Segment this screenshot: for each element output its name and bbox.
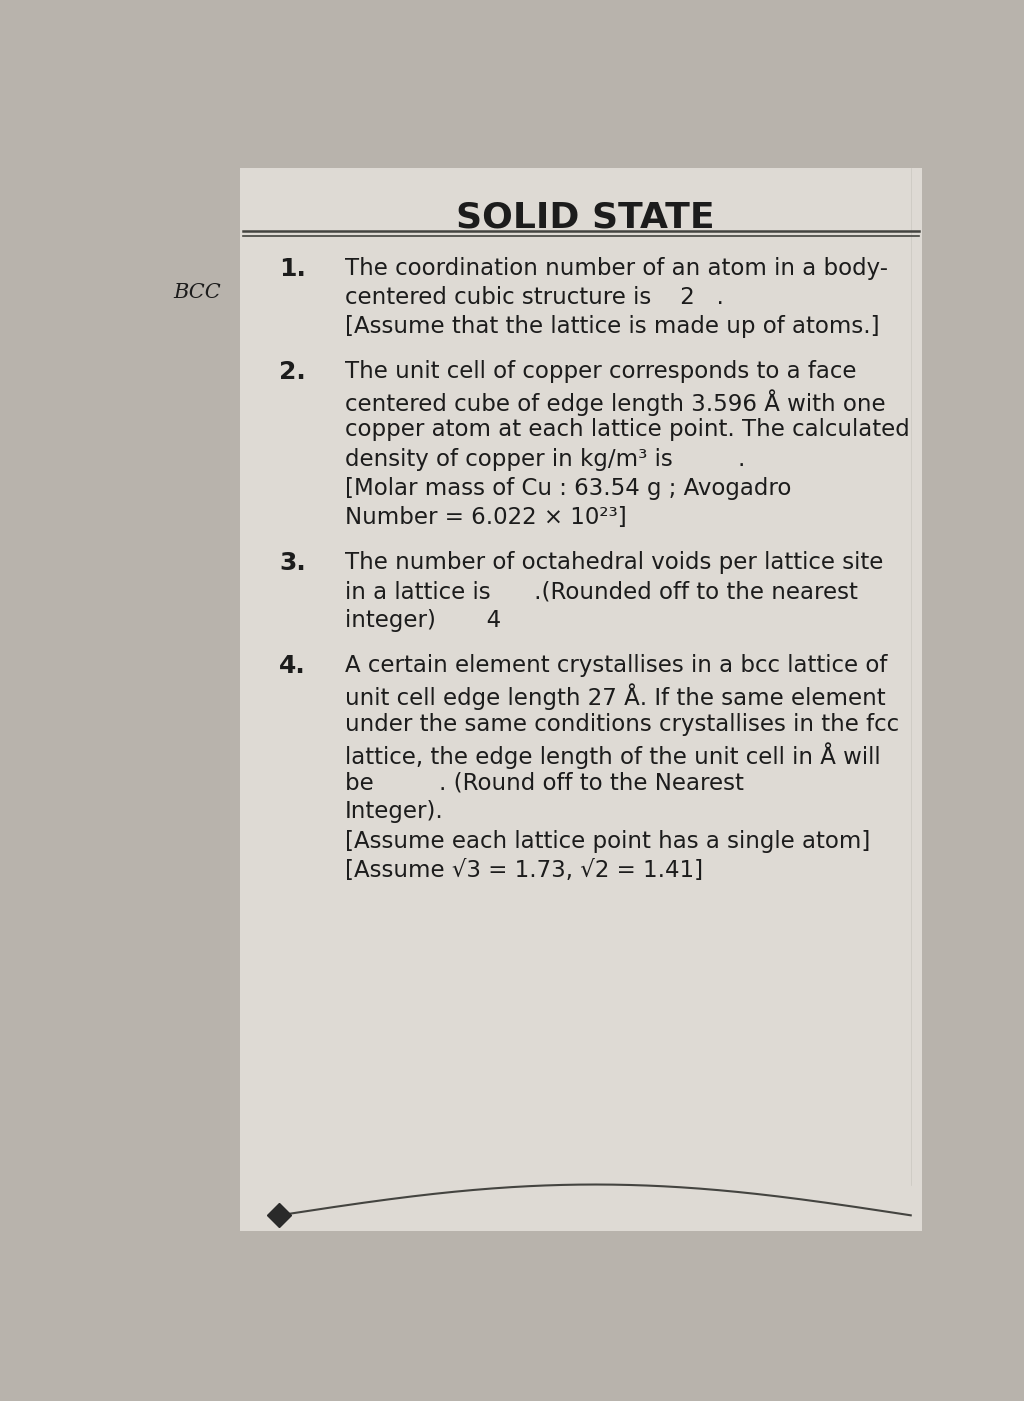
Text: be         . (Round off to the Nearest: be . (Round off to the Nearest [345, 771, 743, 794]
Text: BCC: BCC [173, 283, 221, 303]
Text: centered cube of edge length 3.596 Å with one: centered cube of edge length 3.596 Å wit… [345, 389, 886, 416]
Text: [Molar mass of Cu : 63.54 g ; Avogadro: [Molar mass of Cu : 63.54 g ; Avogadro [345, 476, 792, 500]
Text: 1.: 1. [280, 256, 306, 280]
Text: Number = 6.022 × 10²³]: Number = 6.022 × 10²³] [345, 506, 627, 530]
Text: copper atom at each lattice point. The calculated: copper atom at each lattice point. The c… [345, 419, 909, 441]
Text: The number of octahedral voids per lattice site: The number of octahedral voids per latti… [345, 551, 884, 574]
Text: The coordination number of an atom in a body-: The coordination number of an atom in a … [345, 256, 888, 280]
Text: [Assume each lattice point has a single atom]: [Assume each lattice point has a single … [345, 829, 870, 853]
Text: The unit cell of copper corresponds to a face: The unit cell of copper corresponds to a… [345, 360, 856, 382]
Bar [241, 168, 922, 1230]
Text: Integer).: Integer). [345, 800, 443, 824]
Text: A certain element crystallises in a bcc lattice of: A certain element crystallises in a bcc … [345, 654, 888, 677]
Bar [128, 168, 241, 1247]
Text: lattice, the edge length of the unit cell in Å will: lattice, the edge length of the unit cel… [345, 741, 881, 769]
Text: density of copper in kg/m³ is         .: density of copper in kg/m³ is . [345, 448, 745, 471]
Text: integer)       4: integer) 4 [345, 609, 501, 632]
Text: 4.: 4. [280, 654, 306, 678]
Text: in a lattice is      .(Rounded off to the nearest: in a lattice is .(Rounded off to the nea… [345, 580, 858, 602]
Text: 2.: 2. [280, 360, 306, 384]
Text: [Assume √3 = 1.73, √2 = 1.41]: [Assume √3 = 1.73, √2 = 1.41] [345, 859, 703, 881]
Text: under the same conditions crystallises in the fcc: under the same conditions crystallises i… [345, 713, 899, 736]
Text: [Assume that the lattice is made up of atoms.]: [Assume that the lattice is made up of a… [345, 315, 880, 338]
Text: SOLID STATE: SOLID STATE [456, 200, 715, 234]
Text: unit cell edge length 27 Å. If the same element: unit cell edge length 27 Å. If the same … [345, 684, 886, 710]
Text: 3.: 3. [280, 551, 306, 574]
Text: centered cubic structure is    2   .: centered cubic structure is 2 . [345, 286, 724, 310]
